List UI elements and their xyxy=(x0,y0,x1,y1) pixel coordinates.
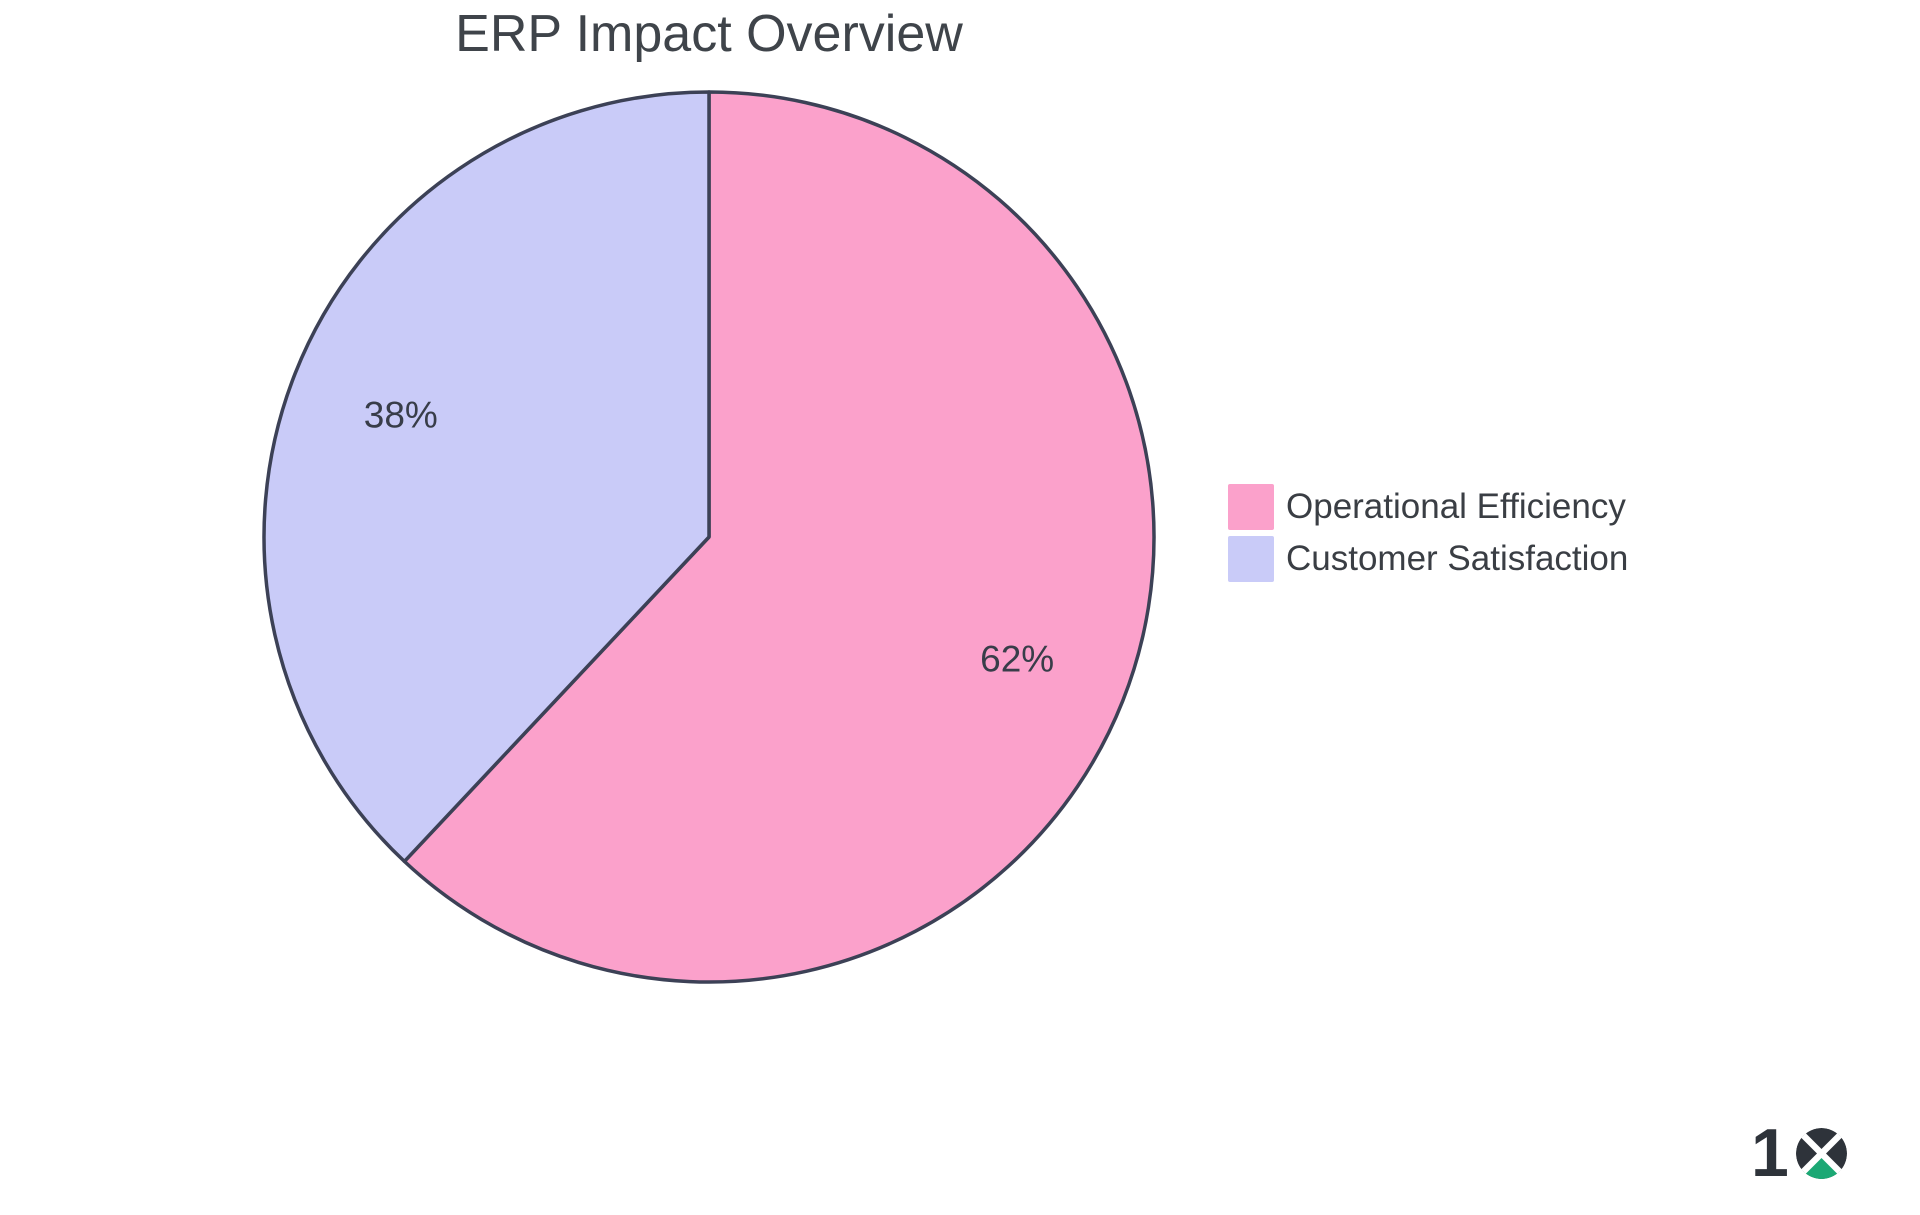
pie-slice-label-customer-satisfaction: 38% xyxy=(364,395,438,436)
logo-cross xyxy=(1799,1131,1844,1175)
chart-legend: Operational Efficiency Customer Satisfac… xyxy=(1228,484,1628,582)
pie-slice-customer-satisfaction[interactable] xyxy=(262,90,711,864)
legend-swatch-customer-satisfaction xyxy=(1228,536,1274,582)
legend-label-operational-efficiency: Operational Efficiency xyxy=(1286,487,1626,526)
legend-item-customer-satisfaction[interactable]: Customer Satisfaction xyxy=(1228,536,1628,582)
legend-item-operational-efficiency[interactable]: Operational Efficiency xyxy=(1228,484,1628,530)
pie-slice-operational-efficiency[interactable] xyxy=(402,90,1156,984)
legend-label-customer-satisfaction: Customer Satisfaction xyxy=(1286,539,1629,578)
watermark-logo: 1 xyxy=(1751,1115,1847,1191)
pie-slice-label-operational-efficiency: 62% xyxy=(980,639,1054,680)
chart-title: ERP Impact Overview xyxy=(455,5,963,63)
logo-x-circle-icon xyxy=(1795,1127,1847,1179)
legend-swatch-operational-efficiency xyxy=(1228,484,1274,530)
watermark-text: 1 xyxy=(1751,1115,1789,1191)
logo-green-wedge xyxy=(1803,1153,1840,1179)
